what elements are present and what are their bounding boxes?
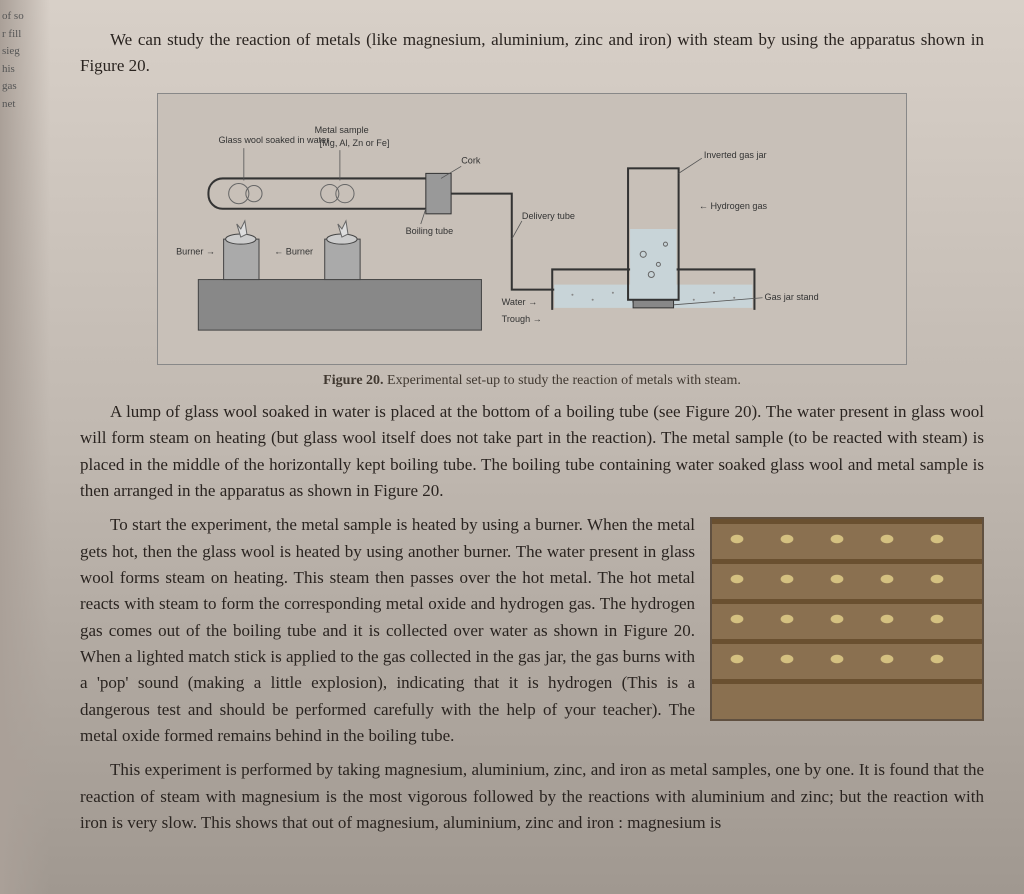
figure-20: Glass wool soaked in water Metal sample … (157, 93, 907, 389)
figure-caption: Figure 20. Experimental set-up to study … (157, 373, 907, 389)
label-burner-mid: ← Burner (274, 246, 313, 256)
label-glass-wool: Glass wool soaked in water (219, 135, 330, 145)
figure-number: Figure 20. (323, 373, 383, 388)
paragraph-1: A lump of glass wool soaked in water is … (80, 399, 984, 504)
wrap-section: To start the experiment, the metal sampl… (80, 512, 984, 836)
intro-paragraph: We can study the reaction of metals (lik… (80, 27, 984, 78)
page-content: We can study the reaction of metals (lik… (0, 0, 1024, 855)
paragraph-3: This experiment is performed by taking m… (80, 757, 984, 836)
label-water: Water → (502, 297, 538, 307)
label-trough: Trough → (502, 314, 542, 324)
label-burner-left: Burner → (176, 246, 215, 256)
experimental-diagram: Glass wool soaked in water Metal sample … (157, 93, 907, 365)
side-photo-tins (710, 517, 984, 721)
label-gas-jar-stand: Gas jar stand (765, 292, 819, 302)
label-hydrogen: ← Hydrogen gas (699, 201, 768, 211)
label-boiling-tube: Boiling tube (406, 226, 454, 236)
label-metal-bracket: [Mg, Al, Zn or Fe] (320, 138, 390, 148)
label-cork: Cork (461, 155, 481, 165)
label-delivery-tube: Delivery tube (522, 211, 575, 221)
figure-caption-text: Experimental set-up to study the reactio… (384, 373, 741, 388)
label-inverted-jar: Inverted gas jar (704, 150, 767, 160)
label-metal-sample: Metal sample (315, 125, 369, 135)
